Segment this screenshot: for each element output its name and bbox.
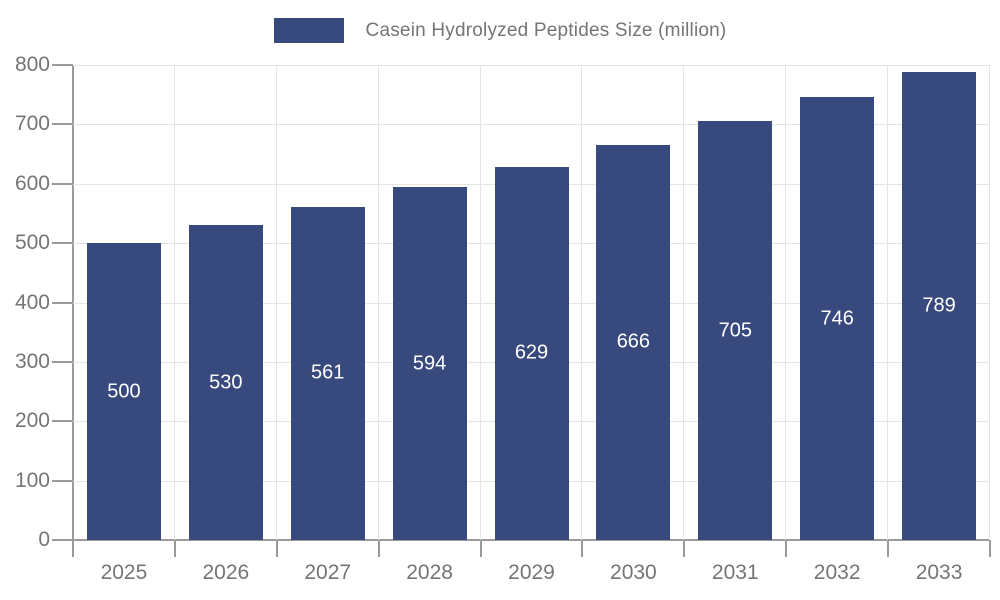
x-axis-tick-label: 2026 — [202, 561, 250, 584]
x-axis-tick — [377, 540, 380, 557]
y-axis-tick-label: 500 — [14, 231, 50, 255]
y-axis-tick-label: 800 — [14, 53, 50, 76]
bar-value-label: 705 — [718, 319, 752, 342]
y-axis-tick — [52, 420, 73, 423]
gridline-vertical — [785, 65, 787, 540]
gridline-vertical — [581, 65, 583, 540]
plot-area: 500 530 561 594 629 666 705 746 789 — [73, 65, 990, 540]
x-axis-tick-label: 2033 — [915, 561, 963, 584]
y-axis-tick — [52, 64, 73, 66]
x-axis-tick — [887, 540, 890, 557]
bar-2025: 500 — [86, 243, 161, 540]
y-axis-tick — [52, 539, 73, 541]
y-axis-tick-label: 400 — [14, 290, 50, 314]
bar-2026: 530 — [188, 225, 263, 540]
x-axis-tick — [989, 540, 991, 557]
x-axis-tick-label: 2025 — [100, 561, 148, 584]
y-axis-tick-label: 600 — [14, 171, 50, 195]
y-axis-tick-label: 0 — [38, 528, 50, 551]
x-axis-tick — [173, 540, 176, 557]
y-axis-tick-label: 700 — [14, 112, 50, 136]
bar-value-label: 594 — [412, 352, 447, 375]
gridline-vertical — [989, 65, 990, 540]
x-axis-tick — [581, 540, 584, 557]
bar-2027: 561 — [290, 206, 365, 540]
gridline-vertical — [683, 65, 685, 540]
bar-2030: 666 — [596, 144, 671, 540]
y-axis-tick — [52, 360, 73, 363]
bar-2033: 789 — [902, 71, 977, 540]
y-axis-tick-label: 200 — [14, 409, 50, 433]
legend-swatch — [273, 18, 344, 43]
bar-2028: 594 — [392, 187, 467, 540]
y-axis-line — [72, 65, 74, 557]
chart-legend[interactable]: Casein Hydrolyzed Peptides Size (million… — [0, 18, 1000, 43]
x-axis-tick — [275, 540, 278, 557]
bar-value-label: 530 — [209, 371, 243, 394]
x-axis-tick-label: 2032 — [813, 561, 861, 584]
gridline-vertical — [377, 65, 379, 540]
y-axis-tick — [52, 182, 73, 185]
gridline-horizontal — [73, 65, 990, 66]
x-axis-tick-label: 2028 — [406, 561, 453, 584]
y-axis-tick-label: 100 — [14, 468, 50, 492]
x-axis-tick — [683, 540, 686, 557]
gridline-vertical — [173, 65, 175, 540]
gridline-vertical — [479, 65, 481, 540]
bar-value-label: 629 — [514, 341, 549, 364]
bar-2031: 705 — [698, 121, 773, 540]
x-axis-tick-label: 2031 — [711, 561, 759, 584]
y-axis-tick-label: 300 — [14, 349, 50, 373]
bar-2029: 629 — [494, 166, 569, 540]
legend-label: Casein Hydrolyzed Peptides Size (million… — [365, 19, 727, 41]
gridline-horizontal — [73, 124, 990, 126]
x-axis-tick-label: 2029 — [508, 561, 555, 584]
x-axis-tick-label: 2030 — [610, 561, 657, 584]
x-axis-tick-label: 2027 — [304, 561, 352, 584]
bar-value-label: 561 — [311, 361, 345, 384]
x-axis-line — [73, 539, 990, 541]
bar-2032: 746 — [800, 97, 875, 540]
y-axis-tick — [52, 123, 73, 126]
bar-value-label: 666 — [616, 330, 651, 353]
y-axis-tick — [52, 242, 73, 245]
bar-value-label: 500 — [107, 380, 141, 403]
gridline-vertical — [887, 65, 889, 540]
x-axis-tick — [72, 540, 74, 557]
x-axis-tick — [479, 540, 482, 557]
bar-value-label: 789 — [922, 294, 956, 317]
gridline-vertical — [275, 65, 277, 540]
bar-value-label: 746 — [820, 307, 854, 330]
y-axis-tick — [52, 479, 73, 482]
y-axis-tick — [52, 301, 73, 304]
x-axis-tick — [785, 540, 788, 557]
